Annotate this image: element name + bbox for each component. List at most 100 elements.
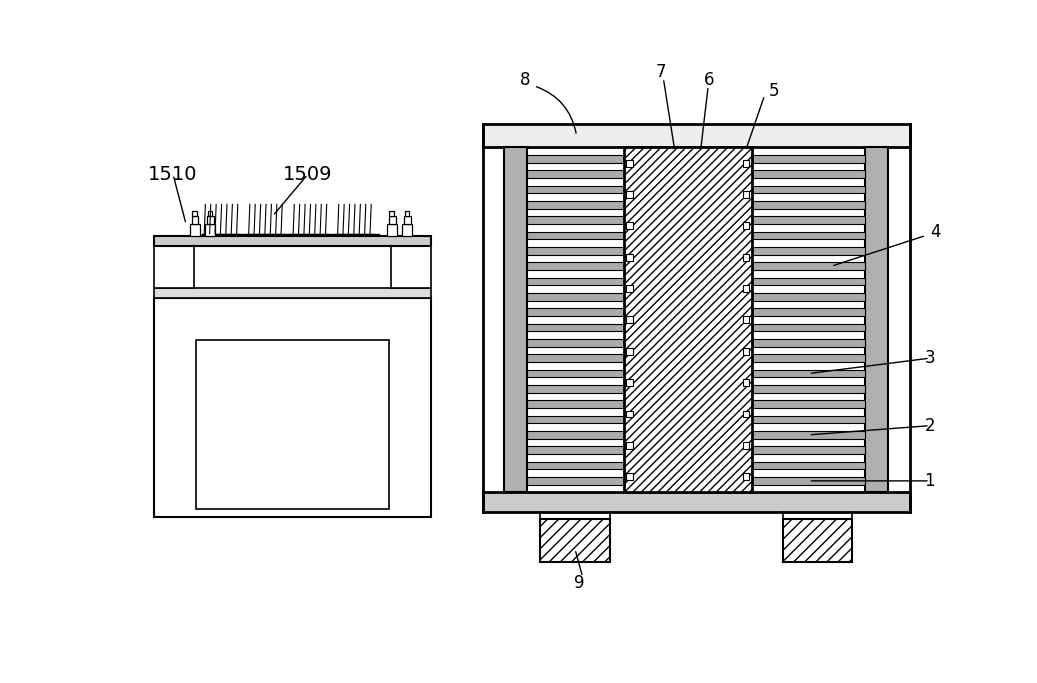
Text: 5: 5	[768, 82, 779, 100]
Bar	[540, 519, 610, 561]
Bar	[527, 293, 623, 301]
Bar	[752, 385, 865, 393]
Bar	[196, 340, 389, 510]
Bar	[527, 477, 623, 485]
Bar	[626, 410, 633, 417]
Bar	[527, 370, 623, 378]
Bar	[742, 379, 750, 386]
Bar	[527, 324, 623, 331]
Bar	[527, 155, 623, 163]
Bar	[626, 160, 633, 167]
Bar	[527, 217, 623, 224]
Bar	[752, 400, 865, 408]
Bar	[205, 223, 216, 236]
Bar	[742, 442, 750, 449]
Bar	[752, 155, 865, 163]
Bar	[752, 324, 865, 331]
Bar	[626, 316, 633, 323]
Bar	[527, 385, 623, 393]
Bar	[527, 431, 623, 438]
Bar	[527, 354, 623, 362]
Bar	[626, 348, 633, 354]
Text: 1510: 1510	[148, 165, 198, 184]
Bar	[752, 170, 865, 178]
Text: 8: 8	[520, 70, 531, 89]
Bar	[192, 216, 198, 223]
Bar	[527, 232, 623, 240]
Bar	[626, 473, 633, 480]
Bar	[153, 246, 194, 288]
Bar	[626, 191, 633, 198]
Bar	[752, 370, 865, 378]
Bar	[527, 170, 623, 178]
Bar	[752, 247, 865, 255]
Bar	[626, 253, 633, 261]
Text: 3: 3	[925, 349, 935, 367]
Text: 9: 9	[573, 574, 584, 592]
Bar	[752, 262, 865, 270]
Text: 1509: 1509	[283, 165, 333, 184]
Bar	[752, 416, 865, 423]
Bar	[752, 462, 865, 469]
Bar	[192, 210, 197, 216]
Bar	[387, 223, 397, 236]
Bar	[527, 416, 623, 423]
Bar	[527, 201, 623, 209]
Bar	[527, 462, 623, 469]
Bar	[404, 210, 410, 216]
Bar	[626, 285, 633, 292]
Text: 1: 1	[925, 472, 935, 490]
Bar	[783, 519, 852, 561]
Bar	[752, 308, 865, 316]
Bar	[153, 288, 431, 298]
Text: 6: 6	[703, 70, 714, 89]
Bar	[527, 339, 623, 347]
Bar	[153, 236, 431, 246]
Bar	[742, 473, 750, 480]
Bar	[504, 148, 527, 492]
Bar	[742, 316, 750, 323]
Bar	[752, 278, 865, 285]
Bar	[626, 379, 633, 386]
Bar	[742, 223, 750, 229]
Bar	[527, 447, 623, 454]
Bar	[153, 298, 431, 517]
Bar	[752, 293, 865, 301]
Bar	[527, 308, 623, 316]
Bar	[207, 210, 213, 216]
Bar	[752, 447, 865, 454]
Bar	[752, 186, 865, 193]
Bar	[752, 477, 865, 485]
Bar	[742, 160, 750, 167]
Bar	[626, 442, 633, 449]
Text: 2: 2	[925, 417, 935, 434]
Bar	[482, 124, 909, 148]
Bar	[752, 201, 865, 209]
Bar	[742, 253, 750, 261]
Text: 7: 7	[655, 63, 666, 81]
Bar	[390, 210, 394, 216]
Bar	[207, 216, 214, 223]
Bar	[742, 410, 750, 417]
Bar	[623, 148, 752, 492]
Bar	[742, 348, 750, 354]
Text: 4: 4	[930, 223, 941, 240]
Bar	[482, 492, 909, 512]
Bar	[404, 216, 411, 223]
Bar	[752, 339, 865, 347]
Bar	[527, 262, 623, 270]
Bar	[527, 247, 623, 255]
Bar	[527, 278, 623, 285]
Bar	[865, 148, 889, 492]
Bar	[190, 223, 200, 236]
Bar	[389, 216, 395, 223]
Bar	[742, 285, 750, 292]
Bar	[527, 186, 623, 193]
Bar	[626, 223, 633, 229]
Bar	[742, 191, 750, 198]
Bar	[752, 354, 865, 362]
Bar	[391, 246, 431, 288]
Bar	[752, 232, 865, 240]
Bar	[527, 400, 623, 408]
Bar	[752, 217, 865, 224]
